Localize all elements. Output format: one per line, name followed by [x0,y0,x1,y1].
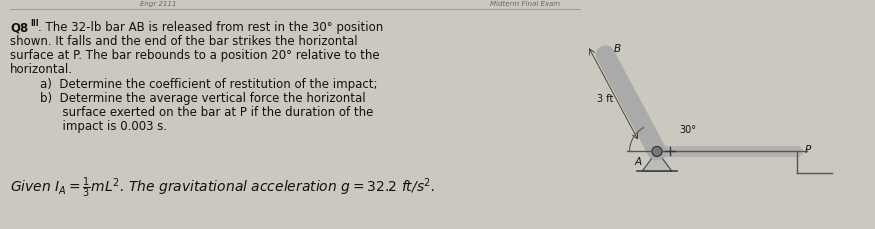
Polygon shape [642,152,672,172]
Text: shown. It falls and the end of the bar strikes the horizontal: shown. It falls and the end of the bar s… [10,35,358,48]
Text: Midterm Final Exam: Midterm Final Exam [490,1,560,7]
Text: Q8: Q8 [10,21,28,34]
Text: Given $I_A = \frac{1}{3}mL^2$. The gravitational acceleration $g = 32.2$ ft/s$^2: Given $I_A = \frac{1}{3}mL^2$. The gravi… [10,174,435,199]
Text: B: B [613,44,620,54]
Text: Engr 2111: Engr 2111 [140,1,177,7]
Text: . The 32-lb bar AB is released from rest in the 30° position: . The 32-lb bar AB is released from rest… [38,21,383,34]
Text: A: A [635,157,642,167]
Text: surface at P. The bar rebounds to a position 20° relative to the: surface at P. The bar rebounds to a posi… [10,49,380,62]
Text: III: III [30,19,38,28]
Text: 30°: 30° [679,124,696,134]
Circle shape [652,147,662,157]
Text: surface exerted on the bar at P if the duration of the: surface exerted on the bar at P if the d… [40,105,374,118]
Text: impact is 0.003 s.: impact is 0.003 s. [40,119,167,132]
Text: horizontal.: horizontal. [10,63,73,76]
Text: a)  Determine the coefficient of restitution of the impact;: a) Determine the coefficient of restitut… [40,78,377,90]
Text: b)  Determine the average vertical force the horizontal: b) Determine the average vertical force … [40,91,366,104]
Text: 3 ft: 3 ft [597,94,613,104]
Text: P: P [805,145,811,155]
